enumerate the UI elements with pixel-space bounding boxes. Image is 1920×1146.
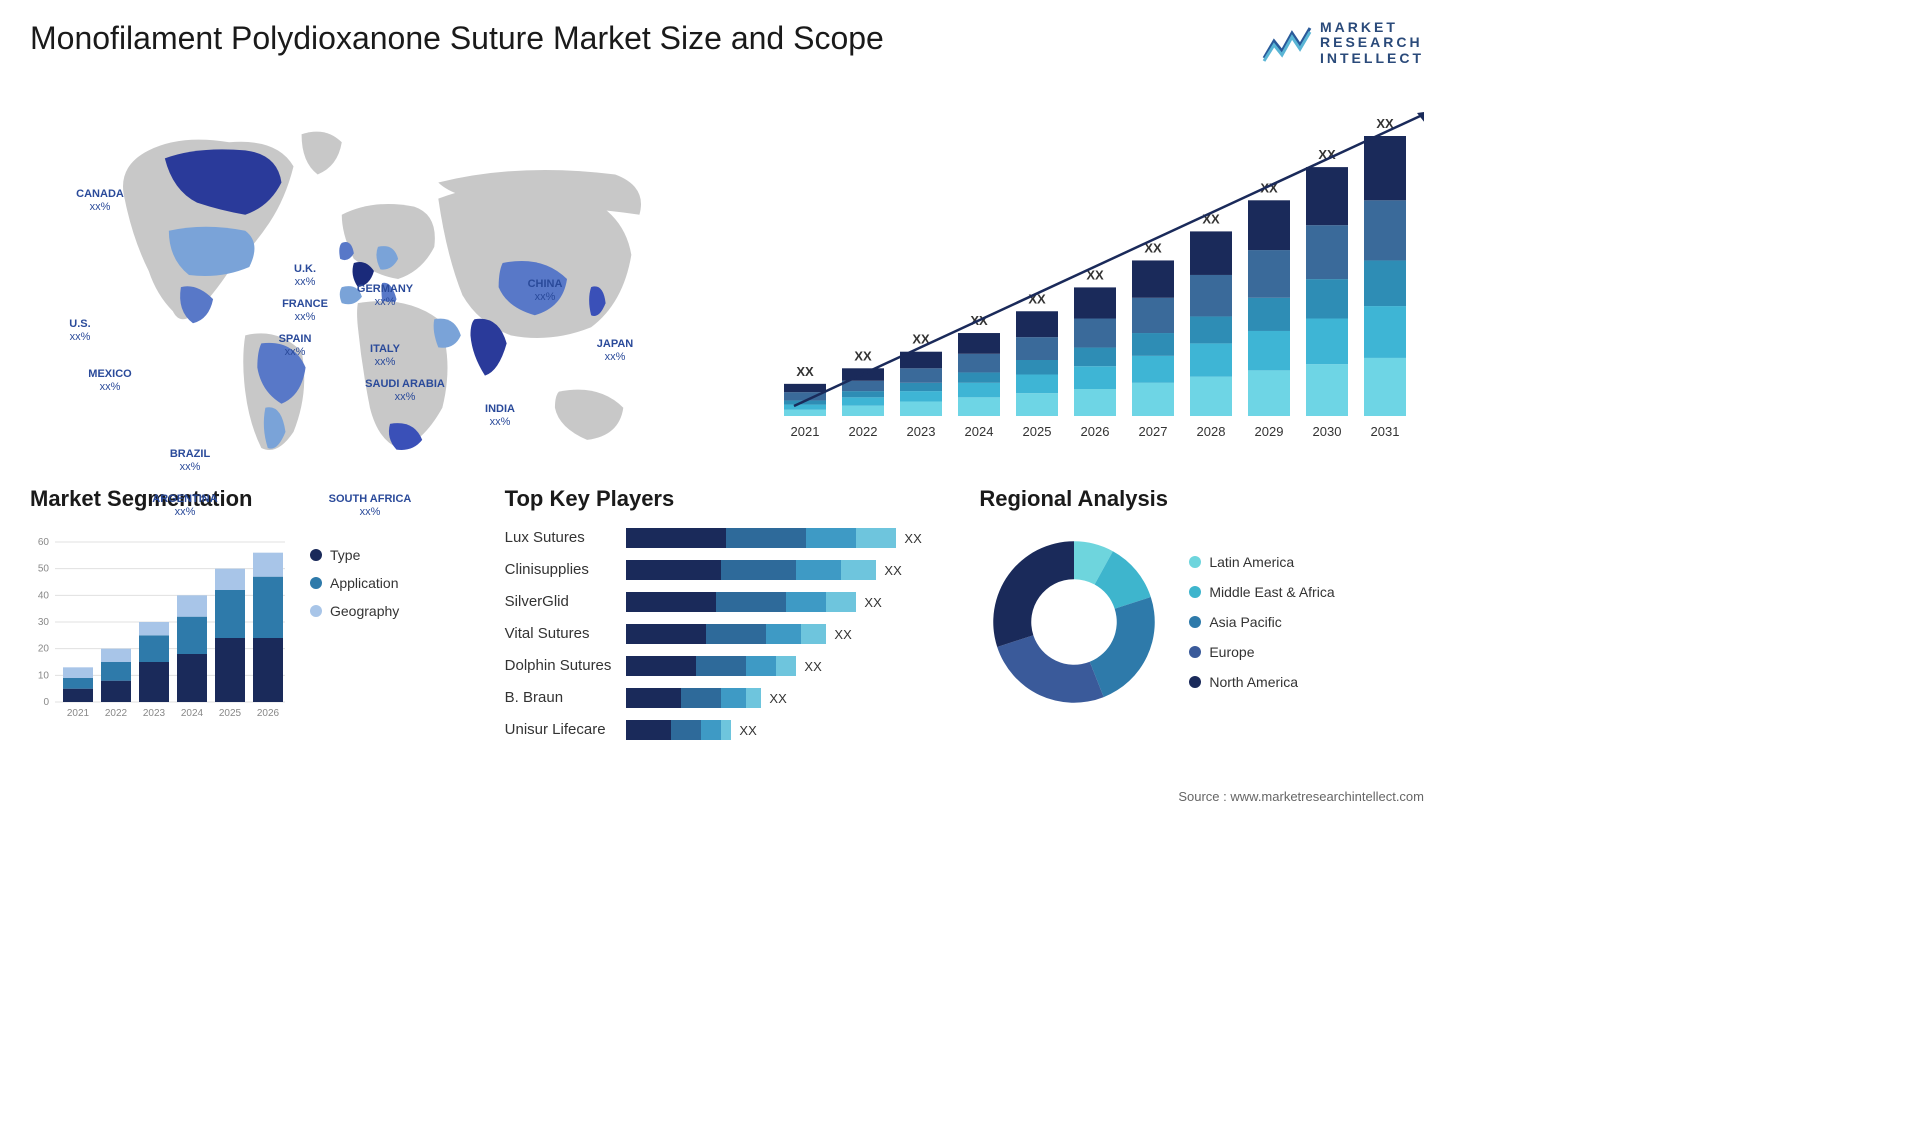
svg-text:20: 20 xyxy=(38,644,50,655)
svg-text:10: 10 xyxy=(38,671,50,682)
brand-logo: MARKET RESEARCH INTELLECT xyxy=(1262,20,1424,66)
svg-text:2030: 2030 xyxy=(1313,424,1342,439)
player-name: Dolphin Sutures xyxy=(505,655,612,677)
svg-text:2025: 2025 xyxy=(219,708,242,719)
svg-text:2029: 2029 xyxy=(1255,424,1284,439)
map-label: U.S.xx% xyxy=(69,318,90,344)
svg-text:2024: 2024 xyxy=(965,424,994,439)
logo-text-3: INTELLECT xyxy=(1320,51,1424,66)
map-label: CHINAxx% xyxy=(528,278,563,304)
page-title: Monofilament Polydioxanone Suture Market… xyxy=(30,20,884,57)
svg-text:2026: 2026 xyxy=(257,708,280,719)
map-label: MEXICOxx% xyxy=(88,368,131,394)
svg-text:2022: 2022 xyxy=(849,424,878,439)
map-label: U.K.xx% xyxy=(294,263,316,289)
legend-item: Middle East & Africa xyxy=(1189,584,1334,600)
legend-item: North America xyxy=(1189,674,1334,690)
svg-text:2024: 2024 xyxy=(181,708,204,719)
svg-text:50: 50 xyxy=(38,564,50,575)
map-label: BRAZILxx% xyxy=(170,448,210,474)
svg-text:2028: 2028 xyxy=(1197,424,1226,439)
regional-title: Regional Analysis xyxy=(979,486,1424,512)
regional-panel: Regional Analysis Latin America Middle Ea… xyxy=(979,486,1424,741)
svg-text:XX: XX xyxy=(854,348,872,363)
svg-text:2021: 2021 xyxy=(791,424,820,439)
player-bar-row: XX xyxy=(626,719,949,741)
map-label: ARGENTINAxx% xyxy=(152,493,217,519)
svg-text:2026: 2026 xyxy=(1081,424,1110,439)
map-label: SAUDI ARABIAxx% xyxy=(365,378,445,404)
logo-text-1: MARKET xyxy=(1320,20,1424,35)
map-label: SPAINxx% xyxy=(279,333,312,359)
map-label: FRANCExx% xyxy=(282,298,328,324)
legend-item: Latin America xyxy=(1189,554,1334,570)
player-bar-row: XX xyxy=(626,559,949,581)
svg-text:2022: 2022 xyxy=(105,708,128,719)
logo-icon xyxy=(1262,23,1312,63)
svg-text:0: 0 xyxy=(43,697,49,708)
player-name: B. Braun xyxy=(505,687,612,709)
player-name: Lux Sutures xyxy=(505,527,612,549)
svg-text:60: 60 xyxy=(38,537,50,548)
growth-bar-chart: 2021XX2022XX2023XX2024XX2025XX2026XX2027… xyxy=(774,86,1424,456)
svg-text:2027: 2027 xyxy=(1139,424,1168,439)
svg-text:XX: XX xyxy=(796,364,814,379)
segmentation-panel: Market Segmentation 01020304050602021202… xyxy=(30,486,475,741)
map-label: GERMANYxx% xyxy=(357,283,413,309)
player-bar-row: XX xyxy=(626,527,949,549)
map-label: SOUTH AFRICAxx% xyxy=(329,493,412,519)
map-label: JAPANxx% xyxy=(597,338,633,364)
player-bar-row: XX xyxy=(626,687,949,709)
legend-item: Asia Pacific xyxy=(1189,614,1334,630)
world-map: CANADAxx%U.S.xx%MEXICOxx%BRAZILxx%ARGENT… xyxy=(30,86,734,456)
svg-text:2031: 2031 xyxy=(1371,424,1400,439)
player-name: SilverGlid xyxy=(505,591,612,613)
legend-item: Application xyxy=(310,575,399,591)
players-title: Top Key Players xyxy=(505,486,950,512)
svg-text:2025: 2025 xyxy=(1023,424,1052,439)
map-label: ITALYxx% xyxy=(370,343,400,369)
player-bar-row: XX xyxy=(626,623,949,645)
players-panel: Top Key Players Lux Sutures Clinisupplies… xyxy=(505,486,950,741)
legend-item: Type xyxy=(310,547,399,563)
svg-text:2023: 2023 xyxy=(143,708,166,719)
donut-chart xyxy=(979,527,1169,717)
svg-text:40: 40 xyxy=(38,591,50,602)
map-label: CANADAxx% xyxy=(76,188,124,214)
legend-item: Geography xyxy=(310,603,399,619)
svg-text:30: 30 xyxy=(38,617,50,628)
source-attribution: Source : www.marketresearchintellect.com xyxy=(1178,789,1424,804)
map-label: INDIAxx% xyxy=(485,403,515,429)
player-name: Unisur Lifecare xyxy=(505,719,612,741)
svg-text:2021: 2021 xyxy=(67,708,90,719)
player-bar-row: XX xyxy=(626,655,949,677)
logo-text-2: RESEARCH xyxy=(1320,35,1424,50)
player-bar-row: XX xyxy=(626,591,949,613)
legend-item: Europe xyxy=(1189,644,1334,660)
player-name: Clinisupplies xyxy=(505,559,612,581)
player-name: Vital Sutures xyxy=(505,623,612,645)
svg-text:2023: 2023 xyxy=(907,424,936,439)
